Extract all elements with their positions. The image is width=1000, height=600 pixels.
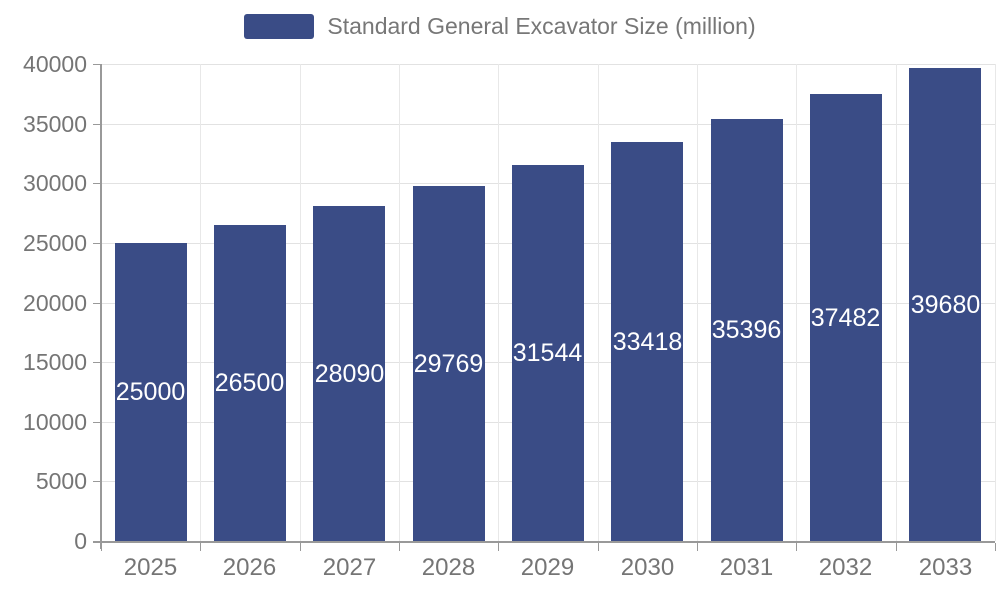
bar-value-label: 26500 bbox=[214, 369, 285, 397]
x-tick-mark bbox=[598, 543, 599, 551]
x-tick-mark bbox=[498, 543, 499, 551]
y-tick-mark bbox=[93, 362, 101, 363]
y-tick-label: 35000 bbox=[23, 111, 87, 137]
gridline-vertical bbox=[300, 64, 301, 541]
bar-value-label: 39680 bbox=[910, 291, 981, 319]
y-tick-label: 15000 bbox=[23, 349, 87, 375]
y-tick-label: 0 bbox=[74, 528, 87, 554]
bar-2025 bbox=[115, 243, 187, 541]
y-tick-label: 5000 bbox=[35, 468, 87, 494]
gridline-horizontal bbox=[101, 64, 995, 65]
gridline-vertical bbox=[598, 64, 599, 541]
y-tick-mark bbox=[93, 243, 101, 244]
y-tick-mark bbox=[93, 481, 101, 482]
gridline-vertical bbox=[697, 64, 698, 541]
x-axis-line bbox=[93, 541, 995, 543]
bar-2026 bbox=[214, 225, 286, 541]
x-tick-label-2032: 2032 bbox=[818, 554, 873, 581]
x-tick-label-2026: 2026 bbox=[222, 554, 277, 581]
gridline-vertical bbox=[399, 64, 400, 541]
x-tick-label-2028: 2028 bbox=[421, 554, 476, 581]
x-tick-label-2033: 2033 bbox=[918, 554, 973, 581]
bar-2031 bbox=[711, 119, 783, 541]
x-tick-label-2025: 2025 bbox=[123, 554, 178, 581]
y-tick-label: 10000 bbox=[23, 409, 87, 435]
legend-item-series[interactable]: Standard General Excavator Size (million… bbox=[244, 13, 756, 40]
gridline-vertical bbox=[200, 64, 201, 541]
x-tick-label-2029: 2029 bbox=[520, 554, 575, 581]
y-tick-mark bbox=[93, 64, 101, 65]
y-tick-label: 40000 bbox=[23, 51, 87, 77]
bar-2033 bbox=[909, 68, 981, 541]
bar-value-label: 33418 bbox=[612, 328, 683, 356]
x-tick-mark bbox=[796, 543, 797, 551]
bar-2027 bbox=[313, 206, 385, 541]
x-tick-mark bbox=[697, 543, 698, 551]
y-tick-label: 30000 bbox=[23, 170, 87, 196]
y-tick-mark bbox=[93, 183, 101, 184]
x-tick-mark bbox=[300, 543, 301, 551]
x-tick-label-2031: 2031 bbox=[719, 554, 774, 581]
y-tick-label: 20000 bbox=[23, 290, 87, 316]
gridline-vertical bbox=[995, 64, 996, 541]
x-tick-label-2027: 2027 bbox=[322, 554, 377, 581]
y-tick-mark bbox=[93, 303, 101, 304]
x-tick-mark bbox=[200, 543, 201, 551]
legend: Standard General Excavator Size (million… bbox=[0, 13, 1000, 40]
bar-2028 bbox=[413, 186, 485, 541]
gridline-vertical bbox=[796, 64, 797, 541]
y-axis-line bbox=[100, 64, 102, 549]
bar-value-label: 28090 bbox=[314, 360, 385, 388]
y-tick-mark bbox=[93, 124, 101, 125]
y-tick-label: 25000 bbox=[23, 230, 87, 256]
gridline-vertical bbox=[498, 64, 499, 541]
x-tick-mark bbox=[399, 543, 400, 551]
bar-2029 bbox=[512, 165, 584, 541]
x-tick-mark bbox=[896, 543, 897, 551]
legend-swatch bbox=[244, 14, 315, 39]
bar-2030 bbox=[611, 142, 683, 541]
bar-value-label: 37482 bbox=[810, 304, 881, 332]
bar-value-label: 29769 bbox=[413, 350, 484, 378]
gridline-vertical bbox=[896, 64, 897, 541]
bar-2032 bbox=[810, 94, 882, 541]
y-tick-mark bbox=[93, 422, 101, 423]
bar-value-label: 25000 bbox=[115, 378, 186, 406]
x-tick-mark bbox=[995, 543, 996, 551]
gridline-horizontal bbox=[101, 124, 995, 125]
legend-label: Standard General Excavator Size (million… bbox=[327, 13, 756, 39]
bar-value-label: 35396 bbox=[711, 316, 782, 344]
x-tick-label-2030: 2030 bbox=[620, 554, 675, 581]
y-tick-mark bbox=[93, 541, 101, 542]
x-tick-mark bbox=[101, 543, 102, 551]
bar-value-label: 31544 bbox=[512, 339, 583, 367]
